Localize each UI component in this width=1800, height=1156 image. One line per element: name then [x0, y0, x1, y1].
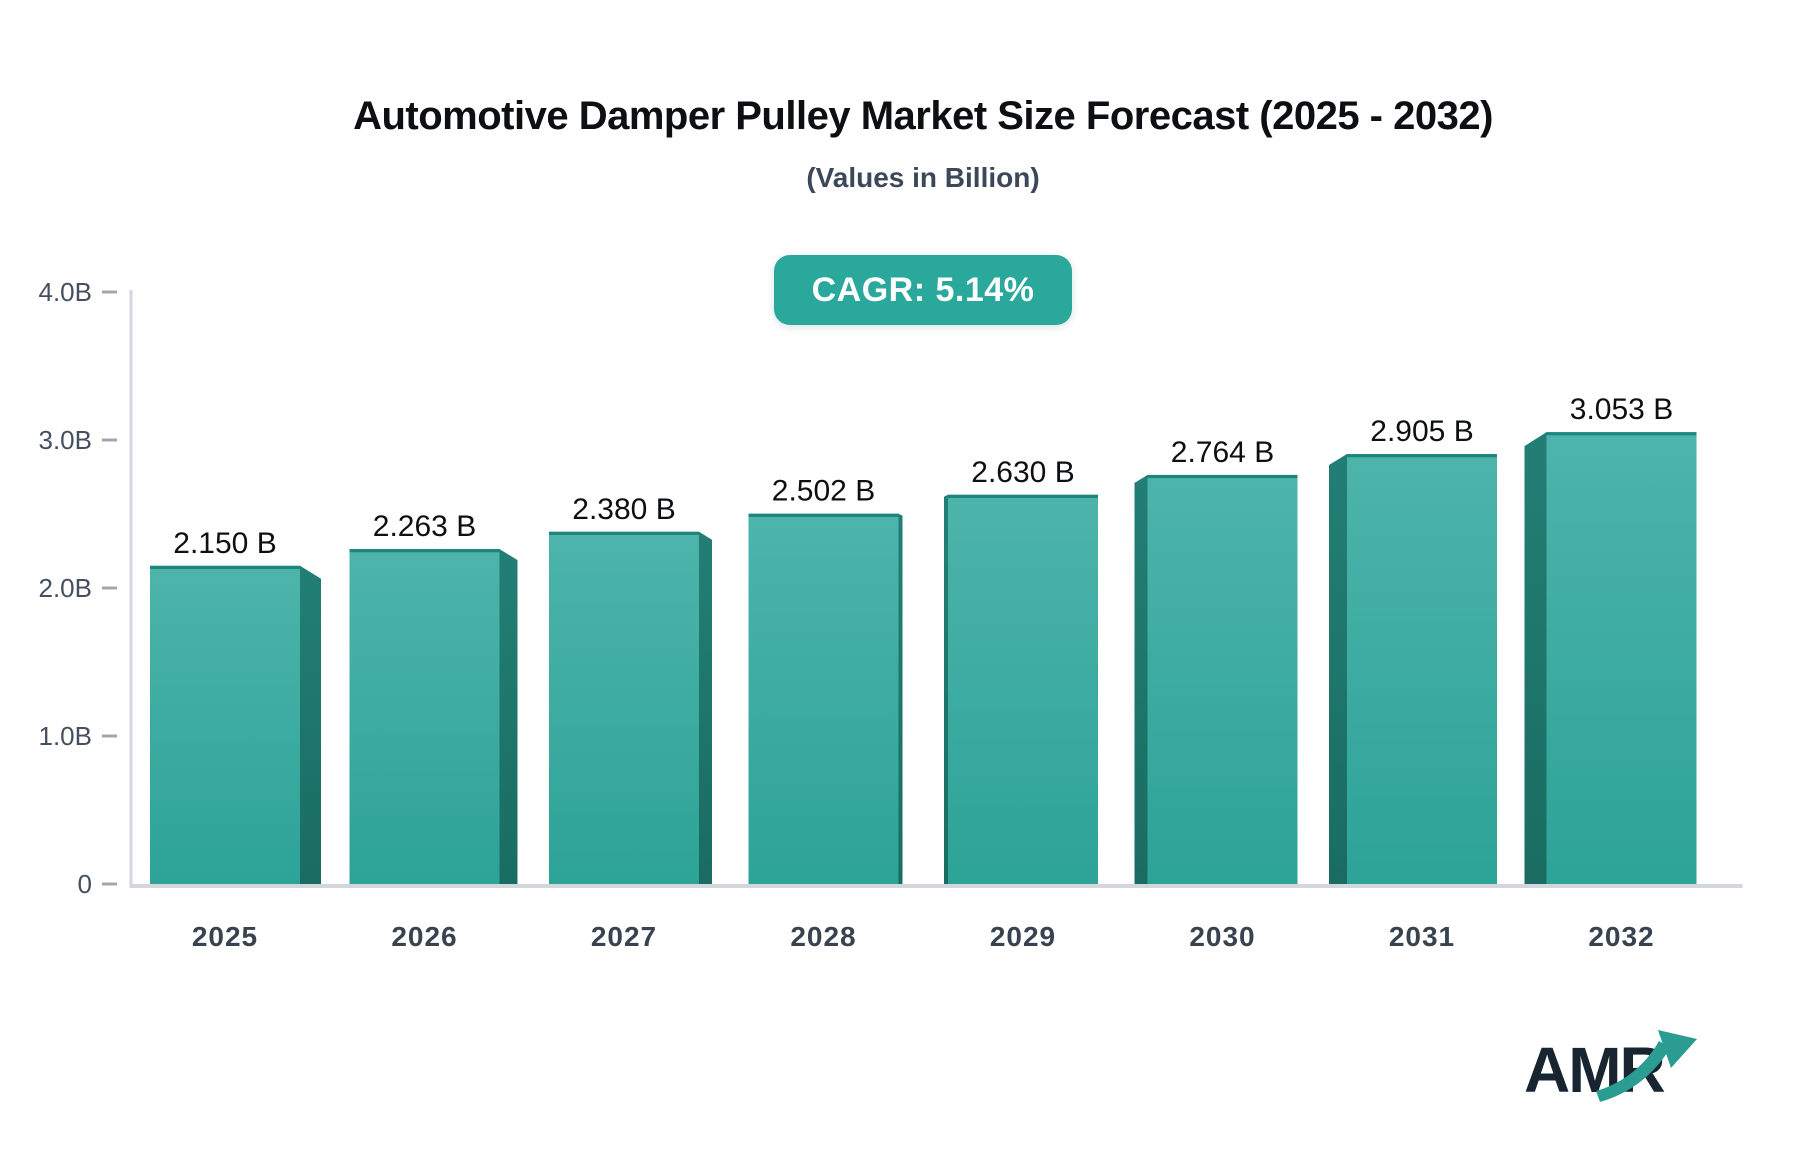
- cagr-badge-row: CAGR: 5.14%: [46, 255, 1800, 325]
- bar-2029: 2.630 B 2029: [944, 456, 1098, 952]
- bar-value-label: 3.053 B: [1570, 393, 1673, 426]
- cagr-badge: CAGR: 5.14%: [773, 255, 1073, 325]
- growth-arrow-icon: [1596, 1041, 1670, 1102]
- x-axis-label: 2025: [192, 921, 258, 952]
- x-axis-label: 2030: [1189, 921, 1255, 952]
- bar-top-edge: [1147, 474, 1298, 479]
- bar-side-face: [1329, 454, 1347, 884]
- bar-value-label: 2.380 B: [572, 493, 675, 526]
- bar-2028: 2.502 B 2028: [748, 475, 903, 952]
- bar-top-edge: [1546, 432, 1697, 436]
- bar-2032: 3.053 B 2032: [1524, 393, 1697, 952]
- bar-side-face: [1524, 432, 1547, 884]
- y-axis-tick: [102, 290, 117, 294]
- bar-front-face: [549, 531, 699, 884]
- y-axis-tick: [102, 586, 117, 590]
- bar-front-face: [748, 513, 899, 884]
- x-axis-label: 2032: [1588, 921, 1654, 952]
- bar-side-face: [499, 549, 518, 884]
- bar-side-face: [1134, 474, 1148, 884]
- x-axis-label: 2031: [1389, 921, 1455, 952]
- y-axis-tick: [102, 734, 117, 738]
- bar-top-edge: [349, 549, 500, 553]
- bar-side-face: [944, 494, 948, 884]
- bar-2031: 2.905 B 2031: [1329, 415, 1497, 952]
- bar-top-edge: [1347, 454, 1497, 458]
- x-axis-label: 2026: [391, 921, 457, 952]
- bar-front-face: [349, 549, 500, 884]
- bar-front-face: [150, 565, 300, 884]
- chart-title: Automotive Damper Pulley Market Size For…: [353, 94, 1493, 138]
- y-axis-label: 3.0B: [39, 425, 93, 455]
- bar-value-label: 2.502 B: [772, 475, 875, 508]
- y-axis-label: 1.0B: [39, 721, 93, 751]
- bar-2030: 2.764 B 2030: [1134, 436, 1298, 952]
- bar-top-edge: [948, 494, 1098, 498]
- bar-value-label: 2.905 B: [1370, 415, 1473, 448]
- x-axis-line: [129, 884, 1743, 888]
- y-axis-line: [129, 290, 133, 888]
- y-axis-tick: [102, 882, 117, 886]
- growth-arrow-head-icon: [1658, 1030, 1697, 1068]
- amr-logo: AMR: [1510, 1018, 1760, 1128]
- x-axis-label: 2027: [591, 921, 657, 952]
- bar-front-face: [1347, 454, 1497, 884]
- bar-side-face: [699, 531, 712, 884]
- bar-side-face: [300, 565, 321, 884]
- bar-front-face: [1546, 432, 1697, 884]
- bar-2026: 2.263 B 2026: [349, 510, 518, 952]
- amr-logo-graphic: AMR: [1524, 1030, 1697, 1106]
- x-axis-label: 2029: [990, 921, 1056, 952]
- bar-value-label: 2.630 B: [971, 456, 1074, 489]
- bar-value-label: 2.150 B: [173, 527, 276, 560]
- x-axis-label: 2028: [790, 921, 856, 952]
- bar-top-edge: [150, 565, 300, 569]
- bar-value-label: 2.764 B: [1171, 436, 1274, 469]
- bar-top-edge: [748, 513, 899, 517]
- y-axis-label: 0: [78, 869, 92, 899]
- bar-side-face: [898, 513, 903, 884]
- bar-value-label: 2.263 B: [373, 510, 476, 543]
- bar-2025: 2.150 B 2025: [150, 527, 321, 952]
- bar-2027: 2.380 B 2027: [549, 493, 712, 952]
- y-axis-label: 4.0B: [39, 277, 93, 307]
- y-axis-tick: [102, 438, 117, 442]
- y-axis-label: 2.0B: [39, 573, 93, 603]
- chart-subtitle: (Values in Billion): [806, 162, 1040, 193]
- bar-top-edge: [549, 531, 699, 535]
- bar-front-face: [948, 494, 1098, 884]
- bar-front-face: [1147, 474, 1298, 884]
